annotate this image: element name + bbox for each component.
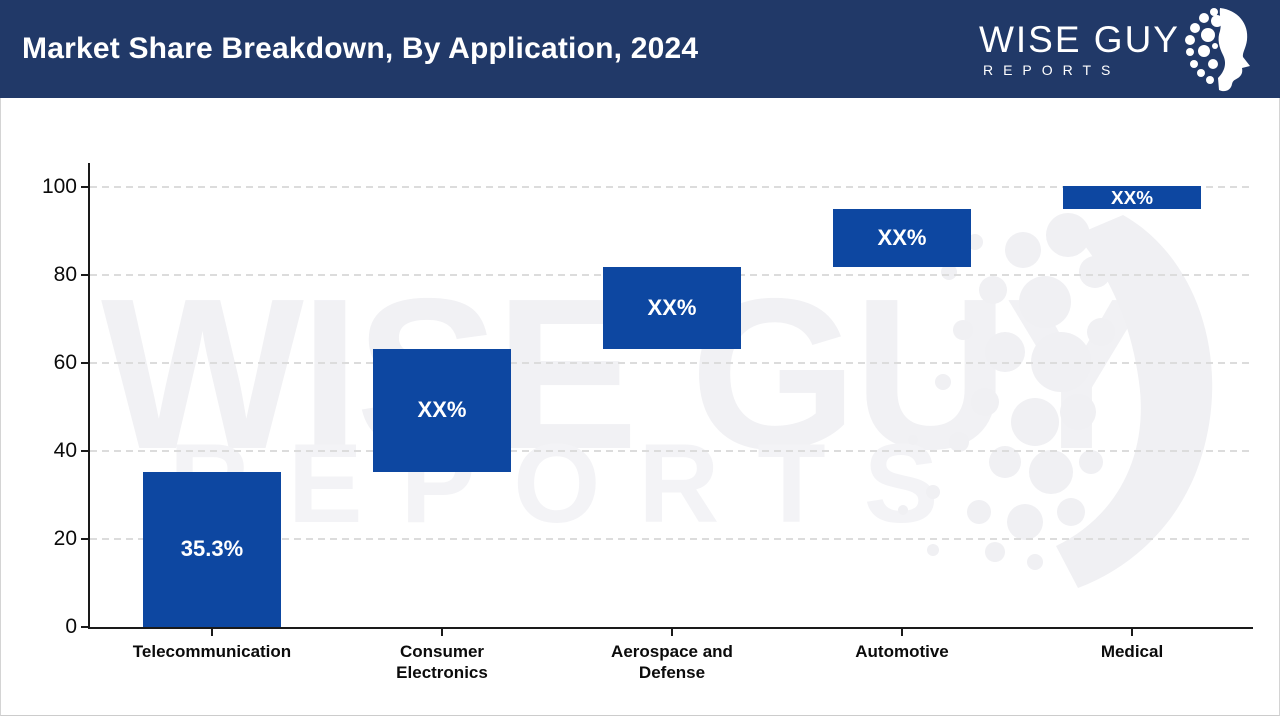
watermark-subtitle: REPORTS — [169, 421, 977, 546]
gridline-100 — [90, 186, 1253, 188]
bar-medical: XX% — [1063, 186, 1201, 209]
y-axis-tick-label: 80 — [53, 263, 77, 286]
x-axis-category-label: Telecommunication — [132, 642, 292, 661]
bar-automotive: XX% — [833, 209, 971, 268]
x-axis-tick — [901, 627, 903, 636]
y-axis-tick-label: 60 — [53, 351, 77, 374]
x-axis-tick — [671, 627, 673, 636]
bar-value-label: XX% — [417, 397, 467, 423]
logo-text: WISE GUY REPORTS — [979, 21, 1180, 78]
header-bar: Market Share Breakdown, By Application, … — [0, 0, 1280, 98]
watermark-head-icon — [898, 213, 1213, 588]
y-axis-tick-label: 40 — [53, 439, 77, 462]
bar-consumer-electronics: XX% — [373, 348, 511, 472]
x-axis-category-label: Consumer Electronics — [396, 642, 488, 682]
bar-aerospace-and-defense: XX% — [603, 267, 741, 349]
y-axis-tick — [81, 450, 90, 452]
y-axis-line — [88, 163, 90, 629]
x-axis-tick — [211, 627, 213, 636]
x-axis-category-label: Aerospace and Defense — [611, 642, 733, 682]
gridline-60 — [90, 362, 1253, 364]
x-axis-tick — [1131, 627, 1133, 636]
x-axis-category-label: Medical — [1100, 642, 1164, 661]
logo-wordmark: WISE GUY — [978, 18, 1180, 60]
y-axis-tick-label: 20 — [53, 527, 77, 550]
bar-value-label: XX% — [877, 225, 927, 251]
y-axis-tick — [81, 274, 90, 276]
chart-area: WISE GUY REPORTS 0 20 40 60 80 100 35.3% Teleco… — [0, 98, 1280, 716]
gridline-20 — [90, 538, 1253, 540]
wiseguy-head-icon — [1185, 8, 1250, 92]
bar-value-label: XX% — [1111, 186, 1153, 208]
y-axis-tick — [81, 186, 90, 188]
logo-subtitle: REPORTS — [982, 61, 1121, 78]
bar-value-label: XX% — [647, 294, 697, 320]
y-axis-tick — [81, 362, 90, 364]
x-axis-line — [88, 627, 1253, 629]
bar-value-label: 35.3% — [180, 536, 244, 562]
x-axis-tick — [441, 627, 443, 636]
y-axis-tick — [81, 538, 90, 540]
y-axis-tick — [81, 626, 90, 628]
bar-telecommunication: 35.3% — [143, 471, 281, 627]
y-axis-tick-label: 100 — [41, 175, 77, 198]
page-title: Market Share Breakdown, By Application, … — [22, 32, 699, 65]
wiseguy-logo: WISE GUY REPORTS — [979, 5, 1254, 93]
gridline-40 — [90, 450, 1253, 452]
x-axis-category-label: Automotive — [855, 642, 949, 661]
y-axis-tick-label: 0 — [65, 615, 77, 638]
